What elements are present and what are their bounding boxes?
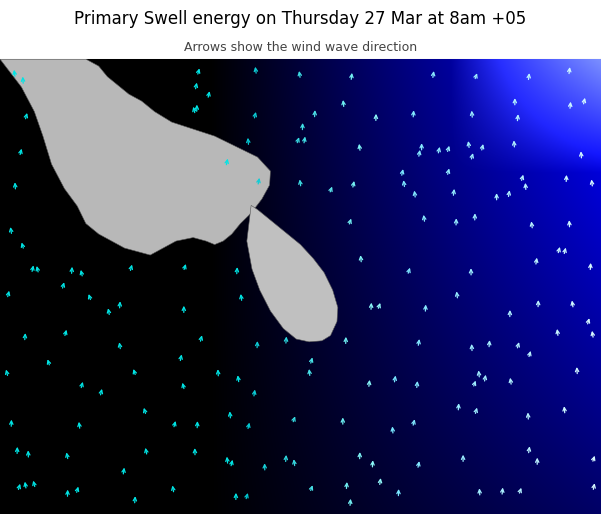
Text: Arrows show the wind wave direction: Arrows show the wind wave direction [184,41,417,54]
Polygon shape [247,206,338,342]
Text: Primary Swell energy on Thursday 27 Mar at 8am +05: Primary Swell energy on Thursday 27 Mar … [75,10,526,28]
Polygon shape [0,59,270,255]
